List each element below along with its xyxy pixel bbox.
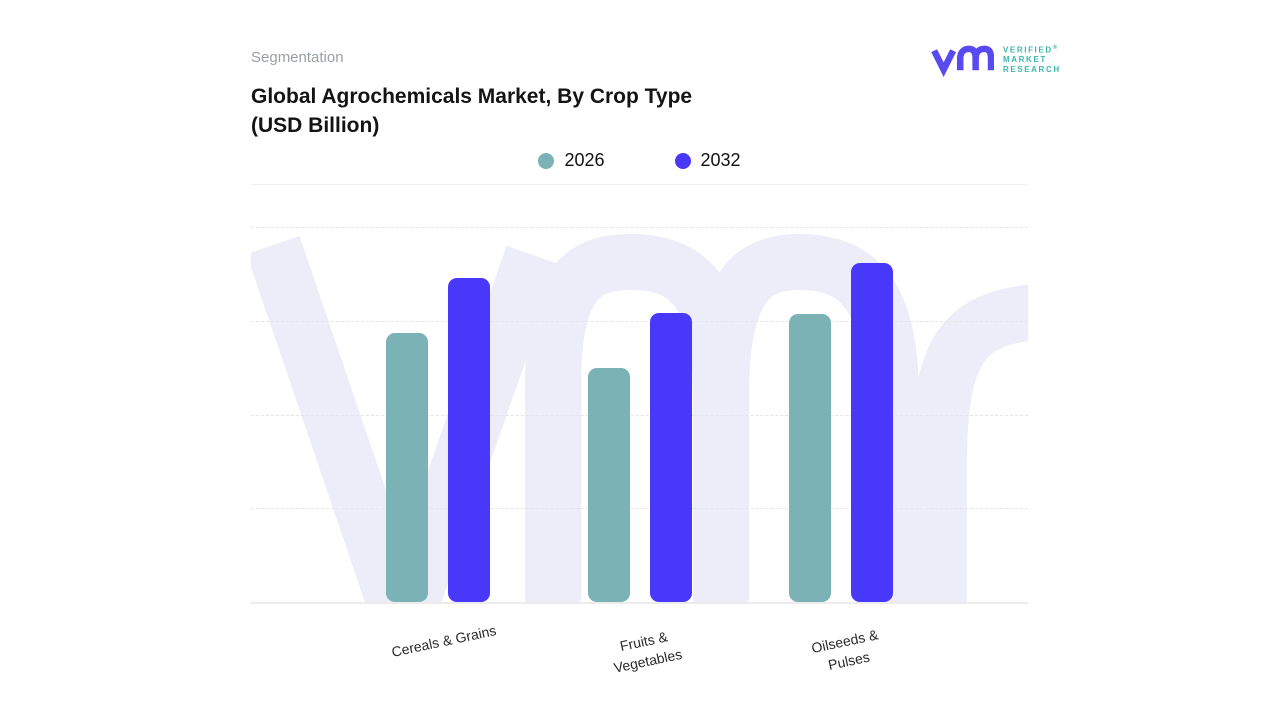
- bar-2032-cereals-grains: [448, 278, 490, 602]
- legend-item-2032: 2032: [674, 150, 741, 171]
- bar-2026-fruits-vegetables: [588, 368, 630, 602]
- chart-legend: 2026 2032: [251, 150, 1028, 171]
- gridline: [251, 227, 1028, 228]
- gridline: [251, 320, 1028, 322]
- plot-area: [251, 227, 1028, 604]
- gridline: [251, 508, 1028, 510]
- bar-2032-fruits-vegetables: [650, 313, 692, 602]
- legend-label-2032: 2032: [700, 150, 741, 170]
- brand-logo: VERIFIED® MARKET RESEARCH: [930, 40, 1061, 78]
- brand-logo-line-1: VERIFIED®: [1003, 44, 1058, 55]
- header-divider: [251, 184, 1028, 185]
- x-axis-label-oilseeds-pulses: Oilseeds & Pulses: [809, 626, 880, 673]
- title-line-1: Global Agrochemicals Market, By Crop Typ…: [251, 85, 693, 108]
- section-eyebrow: Segmentation: [251, 49, 344, 66]
- legend-dot-2026: [538, 152, 555, 169]
- x-axis-line: [251, 602, 1028, 604]
- bar-2026-cereals-grains: [386, 333, 428, 602]
- title-line-2: (USD Billion): [251, 114, 380, 137]
- legend-dot-2032: [674, 152, 691, 169]
- brand-logo-line-2: MARKET: [1003, 55, 1047, 65]
- brand-logo-line-3: RESEARCH: [1003, 65, 1061, 75]
- x-axis-label-cereals-grains: Cereals & Grains: [390, 622, 498, 660]
- gridline: [251, 414, 1028, 416]
- page-title: Global Agrochemicals Market, By Crop Typ…: [251, 82, 692, 140]
- legend-label-2026: 2026: [564, 150, 605, 170]
- registered-mark: ®: [1052, 44, 1058, 51]
- brand-logo-text: VERIFIED® MARKET RESEARCH: [1003, 43, 1061, 76]
- bar-2032-oilseeds-pulses: [851, 263, 893, 602]
- legend-item-2026: 2026: [538, 150, 605, 171]
- bar-2026-oilseeds-pulses: [789, 314, 831, 602]
- x-axis-label-fruits-vegetables: Fruits & Vegetables: [612, 628, 684, 676]
- vmr-monogram-icon: [930, 40, 994, 78]
